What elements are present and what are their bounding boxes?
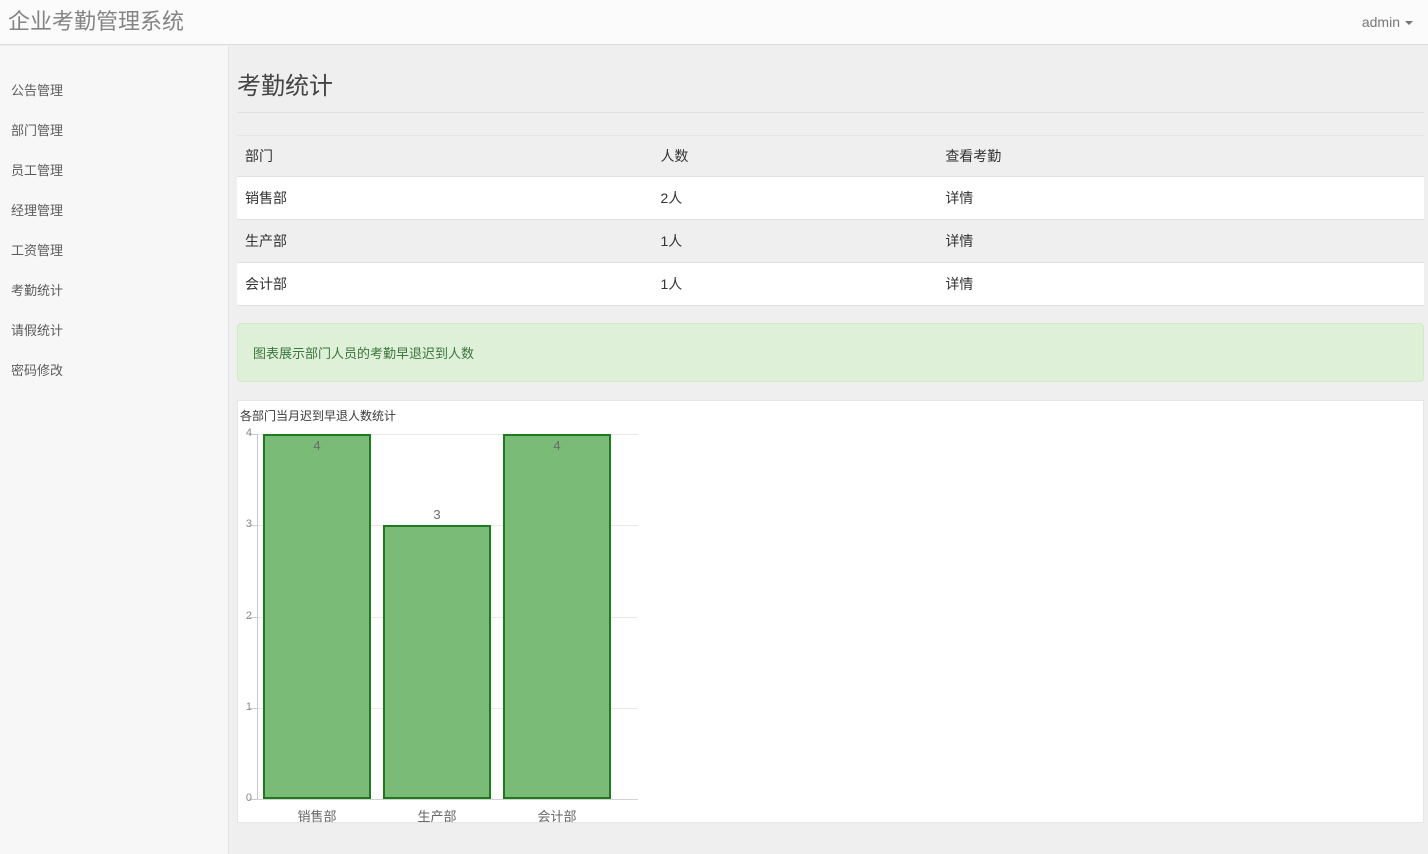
col-header-view: 查看考勤	[945, 148, 1002, 164]
chart-bar	[383, 525, 491, 799]
chart-bar	[503, 434, 611, 799]
detail-link[interactable]: 详情	[945, 233, 974, 249]
sidebar-item-change-password[interactable]: 密码修改	[11, 363, 64, 378]
bar-chart: 0 1 2 3 4 4 销售部 3 生产部 4 会计部	[238, 401, 1423, 824]
x-axis-label: 会计部	[537, 809, 577, 824]
table-row: 生产部 1人 详情	[237, 219, 1424, 263]
sidebar-item-employees[interactable]: 员工管理	[11, 163, 64, 178]
chart-bar	[263, 434, 371, 799]
user-menu-label: admin	[1361, 14, 1400, 30]
col-header-count: 人数	[660, 148, 689, 164]
y-axis-tick	[249, 434, 257, 435]
main-content: 考勤统计 部门 人数 查看考勤 销售部 2人 详情 生产部 1人 详情 会计部	[229, 46, 1428, 854]
app-title[interactable]: 企业考勤管理系统	[8, 9, 185, 34]
count-cell: 1人	[652, 219, 938, 263]
y-axis-tick	[249, 525, 257, 526]
detail-link[interactable]: 详情	[945, 276, 974, 292]
col-header-department: 部门	[245, 148, 273, 164]
x-axis-label: 生产部	[417, 809, 457, 824]
app-header: 企业考勤管理系统 admin	[0, 0, 1428, 45]
user-menu[interactable]: admin	[1362, 0, 1413, 44]
department-cell: 会计部	[237, 262, 653, 306]
chart-panel: 各部门当月迟到早退人数统计 0 1 2 3 4 4 销售部 3 生产部 4 会计部	[237, 400, 1424, 824]
attendance-table: 部门 人数 查看考勤 销售部 2人 详情 生产部 1人 详情 会计部 1人 详情	[237, 135, 1424, 306]
caret-down-icon	[1405, 21, 1413, 26]
sidebar-item-announcements[interactable]: 公告管理	[11, 83, 64, 98]
y-axis-label: 0	[245, 792, 252, 804]
y-axis-label: 1	[245, 701, 252, 713]
page-title: 考勤统计	[237, 46, 1424, 113]
y-axis-tick	[249, 617, 257, 618]
y-axis-line	[257, 434, 258, 799]
table-header-row: 部门 人数 查看考勤	[237, 136, 1424, 177]
x-axis-line	[257, 799, 638, 800]
bar-value-label: 4	[553, 438, 561, 453]
count-cell: 1人	[652, 262, 938, 306]
gridline	[257, 434, 638, 435]
sidebar: 公告管理 部门管理 员工管理 经理管理 工资管理 考勤统计 请假统计 密码修改	[0, 46, 229, 854]
sidebar-item-leave-stats[interactable]: 请假统计	[11, 323, 64, 338]
bar-value-label: 3	[433, 507, 441, 523]
table-row: 会计部 1人 详情	[237, 262, 1424, 306]
table-row: 销售部 2人 详情	[237, 176, 1424, 220]
department-cell: 生产部	[237, 219, 653, 263]
info-alert: 图表展示部门人员的考勤早退迟到人数	[237, 323, 1424, 382]
bar-value-label: 4	[313, 438, 321, 453]
count-cell: 2人	[652, 176, 938, 220]
y-axis-tick	[249, 708, 257, 709]
department-cell: 销售部	[237, 176, 653, 220]
sidebar-item-managers[interactable]: 经理管理	[11, 203, 64, 218]
x-axis-label: 销售部	[297, 809, 337, 824]
sidebar-item-salary[interactable]: 工资管理	[11, 243, 64, 258]
y-axis-label: 4	[245, 427, 252, 439]
y-axis-label: 2	[245, 610, 252, 622]
y-axis-label: 3	[245, 518, 252, 530]
y-axis-tick	[249, 799, 257, 800]
sidebar-item-attendance-stats[interactable]: 考勤统计	[11, 283, 64, 298]
sidebar-item-departments[interactable]: 部门管理	[11, 123, 64, 138]
detail-link[interactable]: 详情	[945, 190, 974, 206]
chart-title: 各部门当月迟到早退人数统计	[240, 409, 397, 423]
